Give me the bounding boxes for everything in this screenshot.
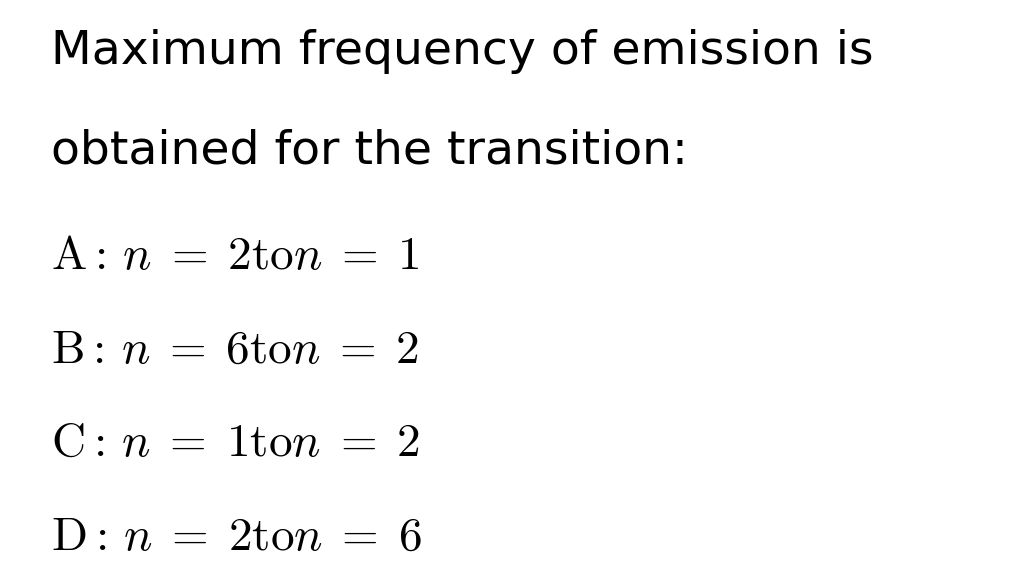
Text: $\mathrm{D:}\, n \;=\; 2\mathrm{to}n \;=\; 6$: $\mathrm{D:}\, n \;=\; 2\mathrm{to}n \;=…	[51, 515, 422, 560]
Text: $\mathrm{C:}\, n \;=\; 1\mathrm{to}n \;=\; 2$: $\mathrm{C:}\, n \;=\; 1\mathrm{to}n \;=…	[51, 421, 420, 466]
Text: $\mathrm{A:}\, n \;=\; 2\mathrm{to}n \;=\; 1$: $\mathrm{A:}\, n \;=\; 2\mathrm{to}n \;=…	[51, 234, 420, 279]
Text: $\mathrm{B:}\, n \;=\; 6\mathrm{to}n \;=\; 2$: $\mathrm{B:}\, n \;=\; 6\mathrm{to}n \;=…	[51, 328, 419, 373]
Text: obtained for the transition:: obtained for the transition:	[51, 129, 688, 174]
Text: Maximum frequency of emission is: Maximum frequency of emission is	[51, 29, 873, 74]
